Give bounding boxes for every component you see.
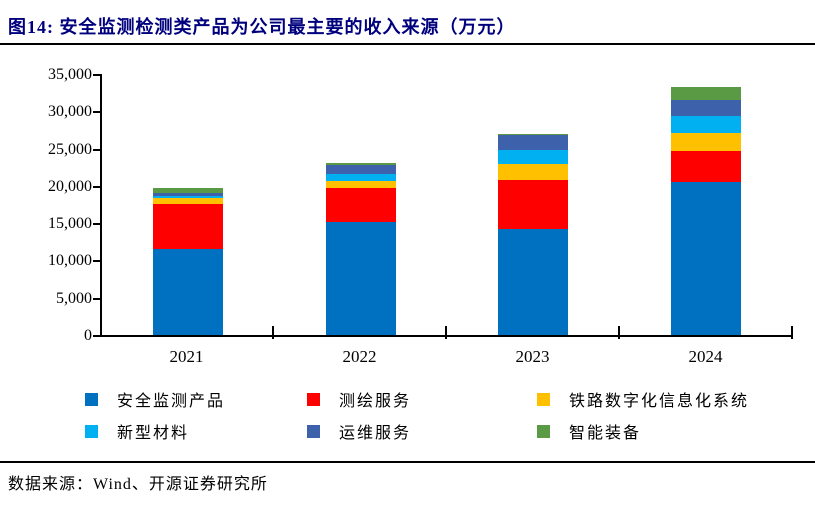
legend-item-operations-services: 运维服务 (307, 422, 412, 442)
y-tick-label: 20,000 (48, 177, 92, 195)
legend-swatch-icon (537, 392, 550, 406)
bar-segment (670, 99, 741, 117)
y-tick-mark (93, 111, 100, 114)
bar-segment (670, 150, 741, 183)
y-tick-mark (93, 260, 100, 263)
x-tick-mark (618, 326, 620, 339)
x-tick-mark (445, 326, 447, 339)
bar-segment (325, 164, 396, 174)
y-tick-mark (93, 297, 100, 300)
y-tick-label: 30,000 (48, 103, 92, 121)
bar-segment (670, 116, 741, 134)
legend-swatch-icon (537, 424, 550, 438)
x-tick-label: 2024 (688, 347, 723, 366)
legend-swatch-icon (307, 424, 320, 438)
legend-label: 新型材料 (117, 425, 190, 442)
x-tick-label: 2023 (515, 347, 550, 366)
bar-segment (498, 164, 568, 180)
legend-swatch-icon (85, 392, 98, 406)
bar-segment (325, 181, 396, 189)
legend-item-surveying-services: 测绘服务 (307, 390, 412, 410)
bar-slot-2024 (620, 74, 793, 335)
legend-row-1: 安全监测产品 测绘服务 铁路数字化信息化系统 (0, 390, 815, 410)
bar-segment (498, 133, 568, 136)
stacked-bar-2024 (670, 87, 741, 335)
legend-row-2: 新型材料 运维服务 智能装备 (0, 422, 815, 442)
legend-label: 铁路数字化信息化系统 (569, 393, 750, 410)
bar-segment (153, 197, 223, 204)
legend-label: 运维服务 (339, 425, 412, 442)
figure-title: 图14: 安全监测检测类产品为公司最主要的收入来源（万元） (8, 17, 516, 37)
x-tick-mark (791, 326, 793, 339)
stacked-bar-2022 (325, 163, 396, 335)
y-tick-mark (93, 148, 100, 151)
legend-item-safety-monitoring: 安全监测产品 (85, 390, 226, 410)
legend-item-railway-digital-systems: 铁路数字化信息化系统 (537, 390, 750, 410)
bar-segment (153, 203, 223, 249)
y-tick-label: 15,000 (48, 215, 92, 233)
y-tick-mark (93, 74, 100, 76)
stacked-bar-2023 (498, 133, 568, 335)
bar-segment (498, 135, 568, 151)
x-tick-label: 2021 (169, 347, 204, 366)
bar-segment (325, 163, 396, 165)
data-source-note: 数据来源：Wind、开源证券研究所 (8, 476, 268, 493)
bar-segment (153, 192, 223, 196)
plot-area (100, 74, 792, 337)
y-tick-mark (93, 335, 100, 337)
bar-segment (153, 188, 223, 193)
y-tick-label: 0 (84, 327, 92, 344)
bar-segment (325, 173, 396, 182)
y-tick-mark (93, 185, 100, 188)
stacked-bar-2021 (153, 188, 223, 335)
title-divider (0, 43, 815, 45)
bar-segment (670, 182, 741, 335)
bar-segment (325, 221, 396, 335)
bar-segment (153, 248, 223, 335)
bar-slot-2023 (447, 74, 620, 335)
footer-divider (0, 461, 815, 463)
legend-item-intelligent-equipment: 智能装备 (537, 422, 642, 442)
x-tick-mark (272, 326, 274, 339)
y-tick-label: 10,000 (48, 252, 92, 270)
bar-segment (670, 133, 741, 151)
y-tick-label: 35,000 (48, 66, 92, 83)
legend-swatch-icon (307, 392, 320, 406)
bar-segment (153, 195, 223, 198)
legend-label: 安全监测产品 (117, 393, 226, 410)
legend-swatch-icon (85, 424, 98, 438)
bar-slot-2021 (102, 74, 275, 335)
bar-segment (498, 150, 568, 165)
bar-segment (498, 229, 568, 335)
y-tick-label: 5,000 (56, 289, 92, 307)
legend-item-new-materials: 新型材料 (85, 422, 190, 442)
y-tick-label: 25,000 (48, 140, 92, 158)
x-tick-label: 2022 (342, 347, 377, 366)
bar-segment (670, 87, 741, 100)
bar-segment (325, 188, 396, 222)
bar-segment (498, 179, 568, 230)
legend-label: 智能装备 (569, 425, 642, 442)
legend-label: 测绘服务 (339, 393, 412, 410)
bar-slot-2022 (275, 74, 448, 335)
y-tick-mark (93, 223, 100, 226)
